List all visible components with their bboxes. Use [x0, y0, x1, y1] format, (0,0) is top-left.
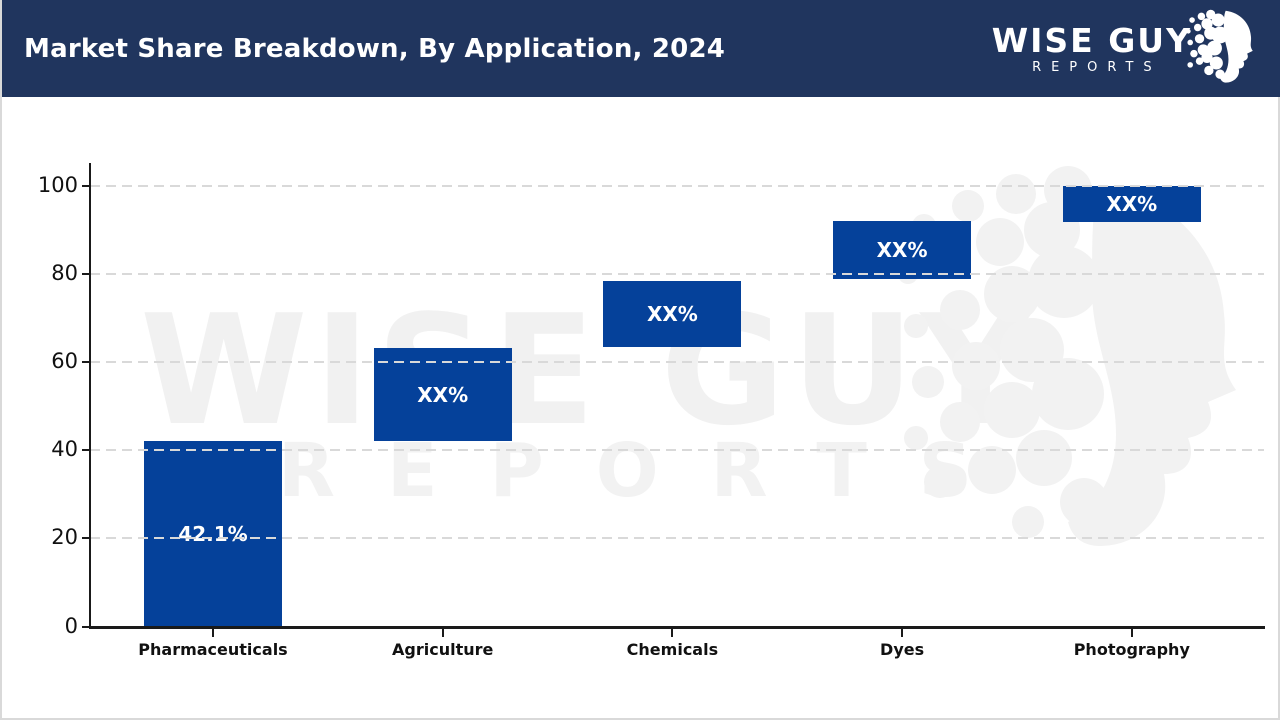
bar-dyes: XX%	[833, 221, 972, 279]
x-axis-label-pharmaceuticals: Pharmaceuticals	[138, 640, 288, 659]
y-tick-label-40: 40	[51, 437, 78, 462]
bar-chemicals: XX%	[603, 280, 742, 348]
y-tick-80	[82, 272, 90, 275]
y-axis-spine	[89, 163, 91, 629]
bar-value-label: XX%	[646, 301, 698, 326]
x-tick-agriculture	[441, 629, 444, 637]
y-tick-label-0: 0	[64, 613, 78, 638]
bar-photography: XX%	[1062, 185, 1201, 223]
bar-pharmaceuticals: 42.1%	[144, 440, 282, 627]
bar-value-label: 42.1%	[178, 521, 248, 546]
x-axis-label-dyes: Dyes	[880, 640, 925, 659]
y-tick-label-100: 100	[37, 172, 78, 197]
y-gridline-100	[90, 184, 1264, 187]
x-axis-label-chemicals: Chemicals	[626, 640, 719, 659]
bar-value-label: XX%	[876, 238, 928, 263]
page-title: Market Share Breakdown, By Application, …	[24, 33, 726, 64]
bar-value-label: XX%	[417, 382, 469, 407]
y-tick-20	[82, 537, 90, 540]
y-tick-label-80: 80	[51, 260, 78, 285]
x-axis-spine	[89, 626, 1265, 629]
y-tick-60	[82, 361, 90, 364]
header-band: Market Share Breakdown, By Application, …	[2, 0, 1280, 97]
x-tick-dyes	[901, 629, 904, 637]
bar-agriculture: XX%	[373, 348, 512, 441]
y-tick-0	[82, 625, 90, 628]
watermark-text-wise-guy: WISE GUY	[140, 282, 1037, 459]
y-gridline-60	[90, 361, 1264, 364]
x-tick-photography	[1130, 629, 1133, 637]
logo-head-icon	[1186, 9, 1253, 83]
x-tick-chemicals	[671, 629, 674, 637]
x-axis-label-agriculture: Agriculture	[392, 640, 494, 659]
watermark-text-reports: REPORTS	[278, 428, 1025, 514]
logo-wordmark: WISE GUY	[991, 20, 1192, 60]
x-tick-pharmaceuticals	[212, 629, 214, 637]
y-tick-100	[82, 184, 90, 187]
wise-guy-logo: WISE GUY REPORTS	[992, 7, 1264, 91]
y-gridline-80	[90, 272, 1264, 275]
logo-subtitle: REPORTS	[1032, 59, 1162, 75]
bar-value-label: XX%	[1106, 191, 1158, 216]
logo-text: WISE GUY REPORTS	[992, 24, 1192, 74]
y-tick-40	[82, 449, 90, 452]
y-gridline-40	[90, 449, 1264, 452]
y-gridline-20	[90, 537, 1264, 540]
x-axis-label-photography: Photography	[1073, 640, 1190, 659]
y-tick-label-20: 20	[51, 525, 78, 550]
y-tick-label-60: 60	[51, 349, 78, 374]
